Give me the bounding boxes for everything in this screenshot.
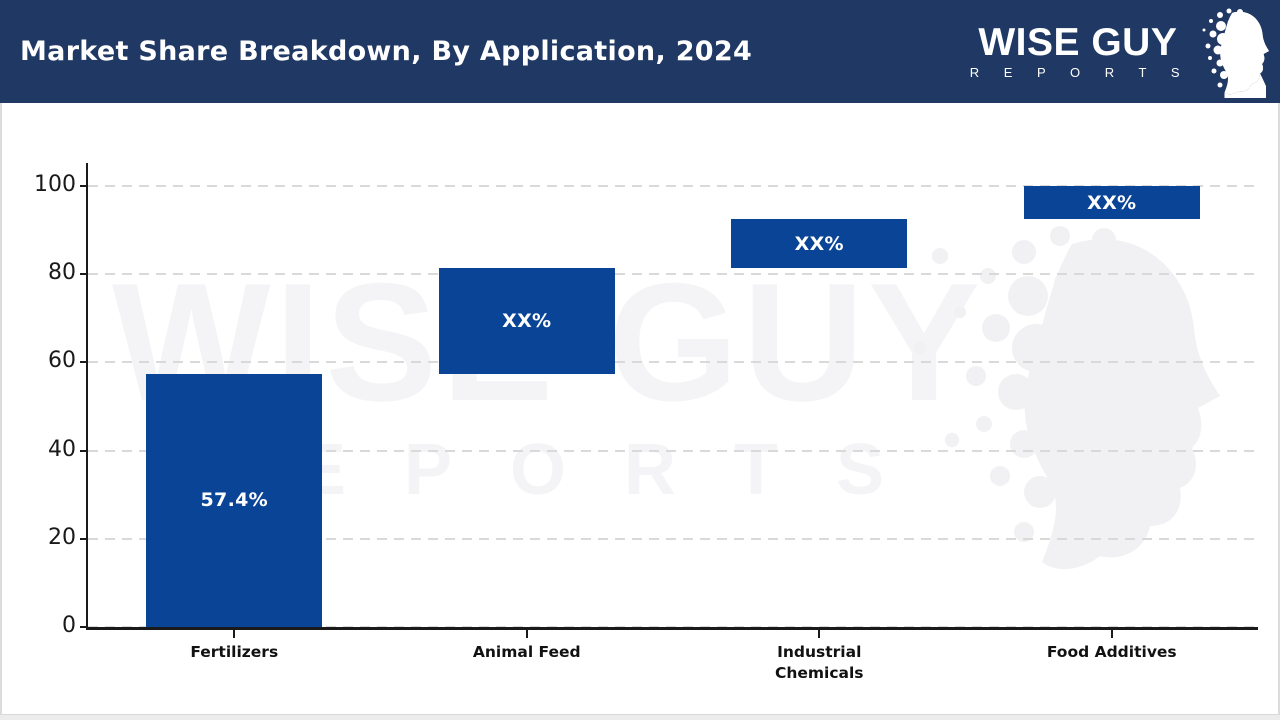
y-axis-tick-mark xyxy=(80,537,88,540)
gridline-y80 xyxy=(88,273,1258,276)
y-axis-tick-label: 80 xyxy=(48,260,76,286)
header-bar: Market Share Breakdown, By Application, … xyxy=(0,0,1280,103)
bar-value-label: XX% xyxy=(502,309,552,332)
y-axis-tick-label: 0 xyxy=(62,613,76,638)
gridline-y20 xyxy=(88,537,1258,540)
gridline-y60 xyxy=(88,361,1258,364)
y-axis-tick-mark xyxy=(80,449,88,452)
category-label: Animal Feed xyxy=(472,643,581,661)
category-label: Food Additives xyxy=(1046,643,1177,661)
bar-industrial-chemicals: XX% xyxy=(731,219,908,268)
y-axis-tick-mark xyxy=(80,626,88,628)
logo-wordmark: WISE GUY R E P O R T S xyxy=(966,23,1190,80)
y-axis-tick-label: 100 xyxy=(34,172,76,197)
gridline-y40 xyxy=(88,449,1258,452)
brand-logo: WISE GUY R E P O R T S xyxy=(966,0,1274,103)
bar-food-additives: XX% xyxy=(1023,186,1200,220)
y-axis-tick-label: 20 xyxy=(48,524,76,550)
y-axis-tick-label: 60 xyxy=(48,348,76,374)
bar-value-label: XX% xyxy=(794,232,844,255)
watermark-face-icon xyxy=(914,226,1220,570)
logo-face-icon xyxy=(1202,8,1269,98)
y-axis-spine xyxy=(86,163,88,630)
y-axis-tick-label: 40 xyxy=(48,436,76,462)
x-axis-tick-mark xyxy=(525,629,528,638)
y-axis-tick-mark xyxy=(80,185,88,187)
category-label: Industrial Chemicals xyxy=(774,643,864,682)
bar-value-label: XX% xyxy=(1087,191,1137,214)
logo-wordmark-line1: WISE GUY xyxy=(978,21,1178,64)
footer-strip xyxy=(0,714,1280,720)
x-axis-tick-mark xyxy=(818,629,821,638)
x-axis-line xyxy=(86,627,1258,630)
gridline-y100 xyxy=(88,185,1258,187)
y-axis-tick-mark xyxy=(80,361,88,364)
y-axis-tick-mark xyxy=(80,273,88,276)
x-axis-tick-mark xyxy=(233,629,236,638)
x-axis-tick-mark xyxy=(1110,629,1113,638)
bar-fertilizers: 57.4% xyxy=(146,373,323,627)
category-label: Fertilizers xyxy=(190,643,279,661)
chart-title: Market Share Breakdown, By Application, … xyxy=(20,36,753,67)
logo-wordmark-line2: R E P O R T S xyxy=(969,65,1190,80)
bar-animal-feed: XX% xyxy=(438,268,615,374)
bar-value-label: 57.4% xyxy=(200,489,268,512)
